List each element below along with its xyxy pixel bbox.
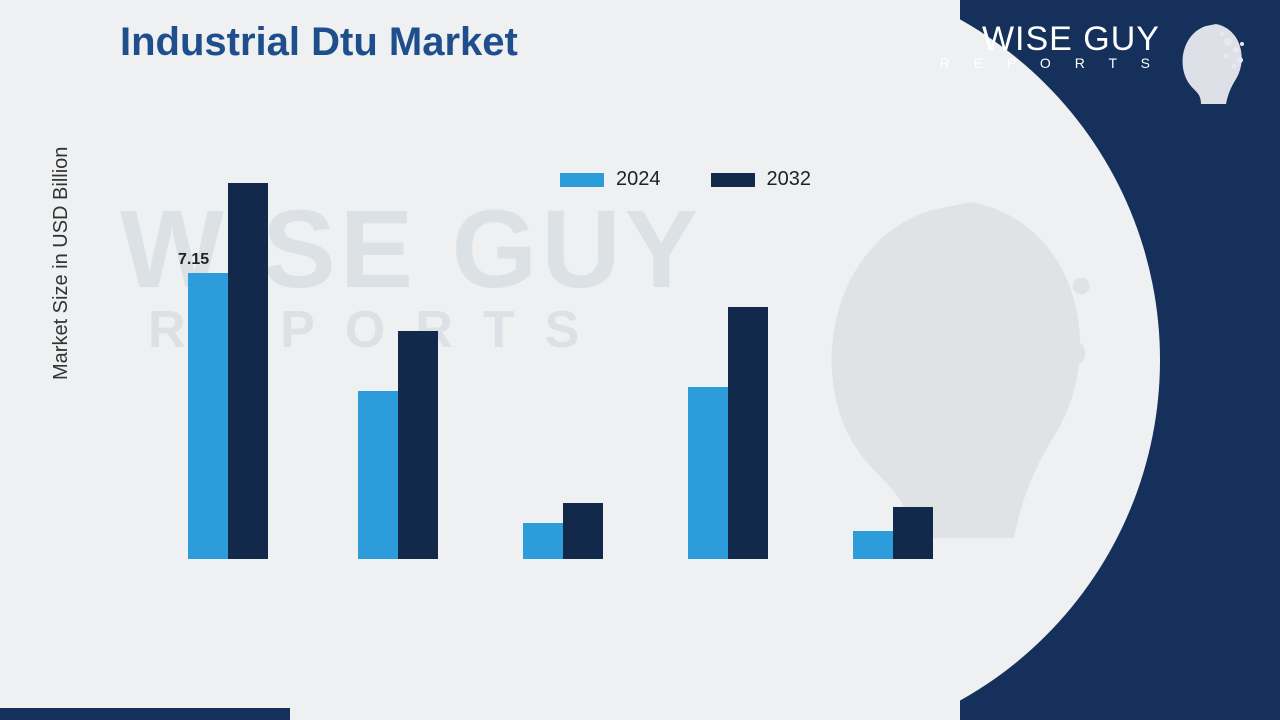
brand-line2: R E P O R T S	[940, 55, 1160, 71]
bar-value-label: 7.15	[178, 251, 209, 269]
bar	[893, 507, 933, 559]
bar	[728, 307, 768, 559]
chart-area: Market Size in USD Billion 7.15NORTHAMER…	[60, 160, 960, 600]
bar	[853, 531, 893, 559]
head-logo-icon	[1156, 14, 1256, 114]
plot-area: 7.15NORTHAMERICAEUROPESOUTHAMERICAASIAPA…	[110, 160, 930, 560]
bar	[358, 391, 398, 559]
chart-title: Industrial Dtu Market	[120, 20, 518, 65]
brand-line1: WISE GUY	[940, 20, 1160, 59]
bar	[523, 523, 563, 559]
bar	[563, 503, 603, 559]
brand-logo: WISE GUY R E P O R T S	[1030, 20, 1250, 71]
bar	[188, 273, 228, 559]
bar	[688, 387, 728, 559]
footer-accent	[0, 708, 290, 720]
y-axis-label: Market Size in USD Billion	[50, 147, 73, 380]
bar	[228, 183, 268, 559]
bar	[398, 331, 438, 559]
